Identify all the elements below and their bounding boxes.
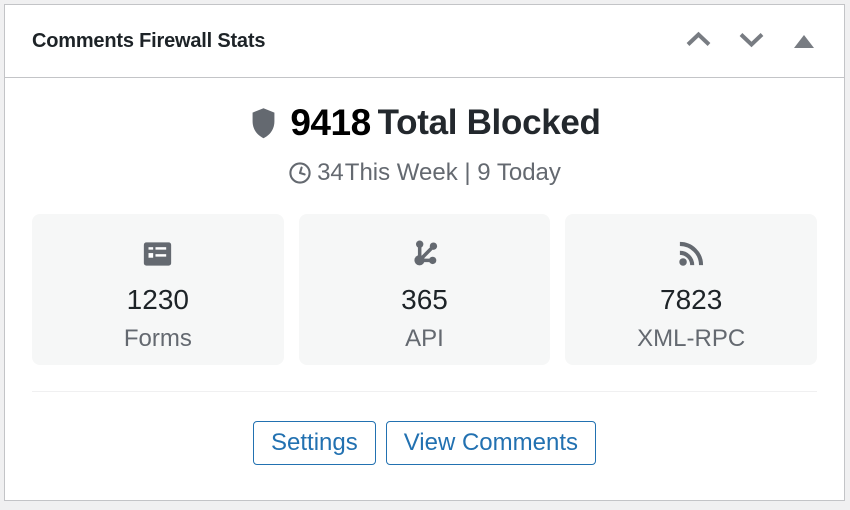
comments-firewall-stats-widget: Comments Firewall Stats [4, 4, 845, 501]
rss-icon [565, 235, 817, 273]
stat-value-xmlrpc: 7823 [660, 284, 723, 315]
stat-label-api: API [405, 325, 444, 352]
chevron-down-icon [738, 31, 765, 51]
move-down-button[interactable] [729, 19, 773, 63]
stats-grid: 1230 Forms 365 API [32, 214, 817, 365]
divider [32, 391, 817, 392]
triangle-up-icon [794, 34, 814, 48]
shield-icon [248, 107, 279, 140]
widget-header: Comments Firewall Stats [5, 5, 844, 78]
settings-button[interactable]: Settings [253, 421, 376, 465]
stat-card-forms: 1230 Forms [32, 214, 284, 365]
stat-label-forms: Forms [123, 325, 192, 352]
move-up-button[interactable] [676, 19, 720, 63]
stat-value-api: 365 [401, 284, 448, 315]
clock-icon [288, 161, 312, 185]
view-comments-button[interactable]: View Comments [385, 421, 596, 465]
chevron-up-icon [685, 31, 712, 51]
stat-label-xmlrpc: XML-RPC [637, 325, 746, 352]
network-icon [299, 235, 551, 273]
total-blocked-row: 9418 Total Blocked [5, 102, 844, 144]
widget-header-controls [676, 19, 826, 63]
form-icon [32, 235, 284, 273]
stat-card-api: 365 API [298, 214, 551, 365]
widget-title: Comments Firewall Stats [32, 29, 266, 52]
stat-card-xmlrpc: 7823 XML-RPC [565, 214, 817, 365]
stat-value-forms: 1230 [126, 284, 189, 315]
week-stats-row: 34 This Week | 9 Today [5, 159, 844, 187]
week-count: 34 [317, 159, 344, 186]
total-blocked-value: 9418 [290, 102, 371, 143]
collapse-toggle-button[interactable] [782, 19, 826, 63]
action-buttons-row: Settings View Comments [5, 421, 844, 465]
total-blocked-label: Total Blocked [377, 103, 601, 142]
week-text: This Week | 9 Today [344, 159, 561, 186]
